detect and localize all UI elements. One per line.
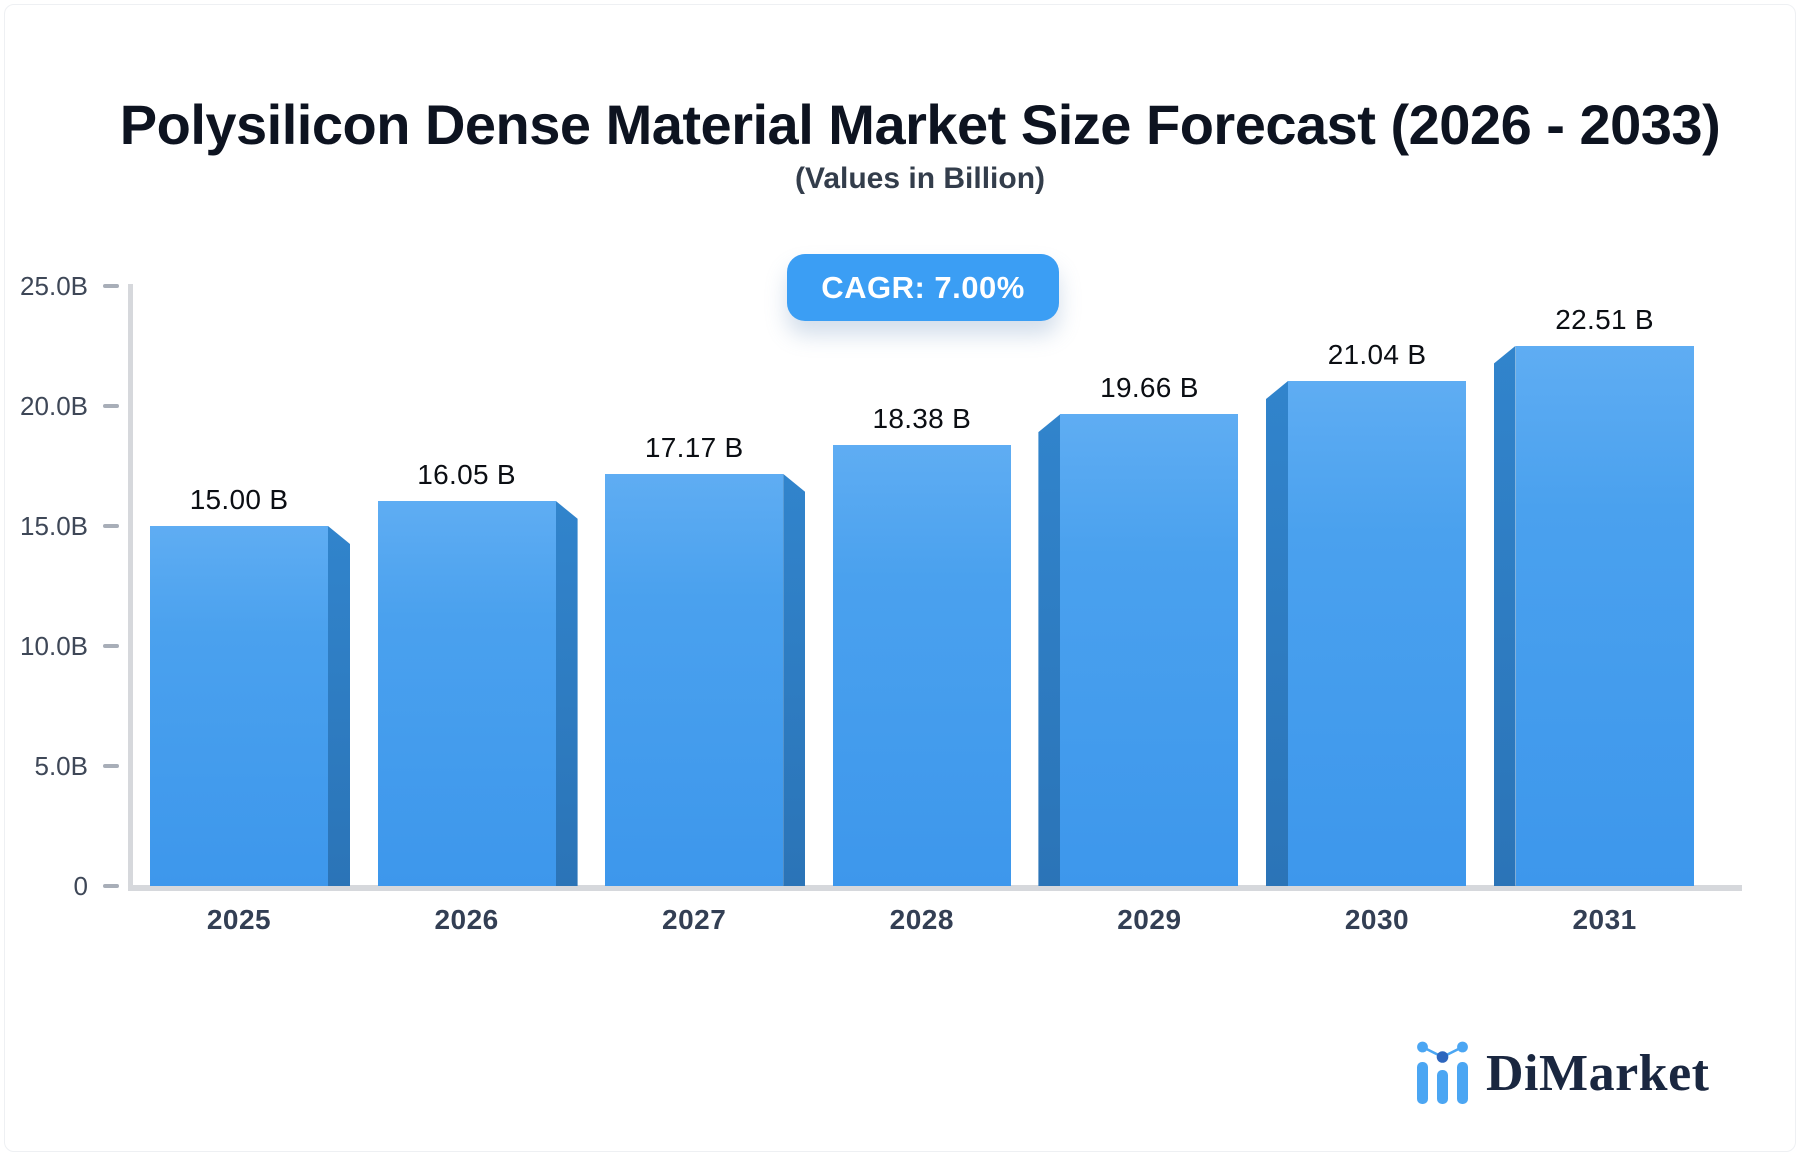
bar-value-label: 15.00 B — [189, 484, 289, 515]
bar-2026 — [377, 500, 556, 886]
x-axis-label: 2031 — [1572, 904, 1637, 935]
y-axis-label: 15.0B — [20, 511, 88, 541]
x-axis-label: 2027 — [662, 904, 727, 935]
bar-2031 — [1515, 345, 1694, 886]
y-axis-line — [128, 284, 133, 886]
bar-2028 — [832, 444, 1011, 886]
x-axis-label: 2030 — [1344, 904, 1410, 935]
bar-value-label: 19.66 B — [1100, 372, 1199, 404]
bar-side-face — [555, 500, 578, 886]
bar-value-label: 21.04 B — [1327, 339, 1427, 371]
y-axis-label: 10.0B — [20, 631, 88, 661]
dimarket-logo: DiMarket — [1415, 1038, 1709, 1104]
y-axis-label: 0 — [73, 871, 88, 901]
y-axis-tick — [103, 644, 119, 648]
y-axis-tick — [103, 404, 119, 408]
bar-side-face — [783, 473, 806, 886]
x-axis-label: 2026 — [434, 904, 499, 935]
y-axis-tick — [103, 524, 119, 528]
y-axis-tick — [103, 284, 119, 288]
bar-value-label: 18.38 B — [872, 402, 972, 434]
bar-2030 — [1288, 381, 1466, 886]
y-axis-label: 25.0B — [20, 271, 88, 301]
bar-2029 — [1060, 414, 1239, 886]
x-axis-label: 2029 — [1117, 904, 1182, 935]
x-axis-label: 2025 — [206, 904, 272, 935]
bar-2027 — [605, 473, 784, 886]
x-axis-label: 2028 — [889, 904, 954, 935]
chart-subtitle: (Values in Billion) — [794, 162, 1046, 195]
bar-chart-logo-icon — [1417, 1041, 1468, 1104]
bar-side-face — [1266, 381, 1288, 886]
bar-side-face — [1493, 345, 1516, 886]
x-axis-line — [128, 885, 1742, 891]
cagr-badge: CAGR: 7.00% — [787, 254, 1059, 321]
y-axis-label: 20.0B — [20, 391, 88, 421]
logo-text: DiMarket — [1486, 1045, 1710, 1102]
chart-title: Polysilicon Dense Material Market Size F… — [119, 93, 1721, 156]
bar-value-label: 22.51 B — [1555, 303, 1654, 335]
bar-2025 — [150, 526, 328, 886]
y-axis-tick — [103, 884, 119, 888]
bar-value-label: 16.05 B — [417, 458, 516, 490]
y-axis-label: 5.0B — [34, 751, 89, 781]
bar-side-face — [1038, 414, 1061, 886]
bar-value-label: 17.17 B — [644, 431, 744, 463]
bar-side-face — [328, 526, 350, 886]
y-axis-tick — [103, 764, 119, 768]
